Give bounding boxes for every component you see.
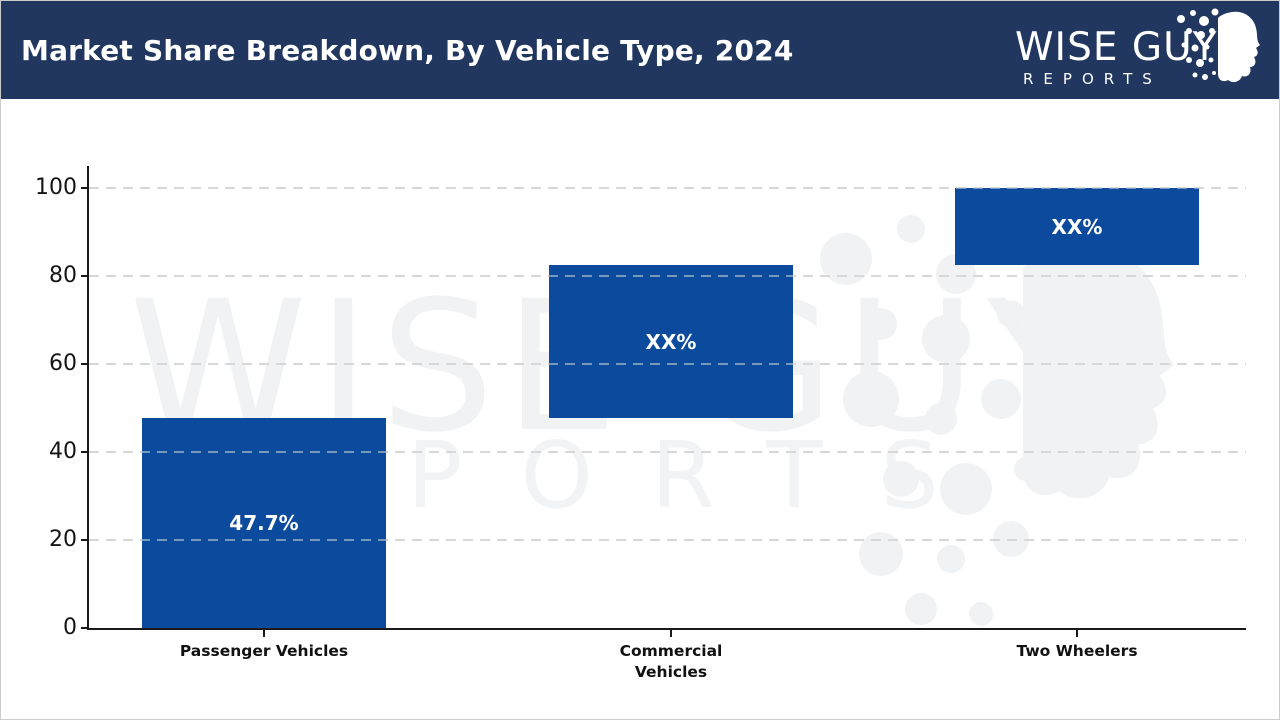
chart-area: WISE GUY REPORTS 0 20 40 60 80 100 47.7% XX% XX%… (1, 99, 1279, 719)
y-tick-mark-60 (81, 363, 89, 365)
y-tick-label-80: 80 (49, 263, 77, 288)
x-category-label: Commercial Vehicles (511, 641, 831, 683)
x-category-label-line: Two Wheelers (1016, 642, 1138, 660)
x-category-label: Two Wheelers (917, 641, 1237, 662)
y-tick-label-100: 100 (35, 175, 77, 200)
gridline-overlay-20 (89, 539, 1246, 541)
header: Market Share Breakdown, By Vehicle Type,… (1, 1, 1279, 99)
y-tick-mark-20 (81, 539, 89, 541)
gridline-overlay-60 (89, 363, 1246, 365)
gridline-overlay-40 (89, 451, 1246, 453)
x-tick-mark-1 (670, 630, 672, 637)
logo-wordmark: WISE GUY (1015, 25, 1217, 70)
y-axis-spine (87, 166, 89, 630)
y-tick-label-20: 20 (49, 527, 77, 552)
bar-commercial-vehicles: XX% (549, 265, 793, 419)
y-tick-label-60: 60 (49, 351, 77, 376)
bar-value-label: XX% (1051, 214, 1103, 239)
logo-face-icon (1177, 8, 1260, 83)
gridline-overlay-80 (89, 275, 1246, 277)
bar-value-label: XX% (645, 329, 697, 354)
page-title: Market Share Breakdown, By Vehicle Type,… (21, 33, 794, 67)
y-tick-mark-0 (81, 627, 89, 629)
y-tick-mark-80 (81, 275, 89, 277)
bar-two-wheelers: XX% (955, 188, 1199, 265)
gridline-overlay-100 (89, 187, 1246, 189)
bar-value-label: 47.7% (229, 511, 299, 536)
y-tick-label-40: 40 (49, 439, 77, 464)
x-category-label-line: Vehicles (634, 663, 708, 681)
logo-subtext: REPORTS (1023, 70, 1162, 88)
y-tick-mark-40 (81, 451, 89, 453)
x-axis-spine (87, 628, 1246, 630)
wise-guy-logo: WISE GUY REPORTS (1015, 8, 1260, 88)
x-category-label: Passenger Vehicles (104, 641, 424, 662)
y-tick-label-0: 0 (63, 615, 77, 640)
x-tick-mark-2 (1076, 630, 1078, 637)
x-category-label-line: Commercial (619, 642, 723, 660)
x-tick-mark-0 (263, 630, 265, 637)
y-tick-mark-100 (81, 187, 89, 189)
x-category-label-line: Passenger Vehicles (179, 642, 349, 660)
bar-passenger-vehicles: 47.7% (142, 418, 386, 628)
